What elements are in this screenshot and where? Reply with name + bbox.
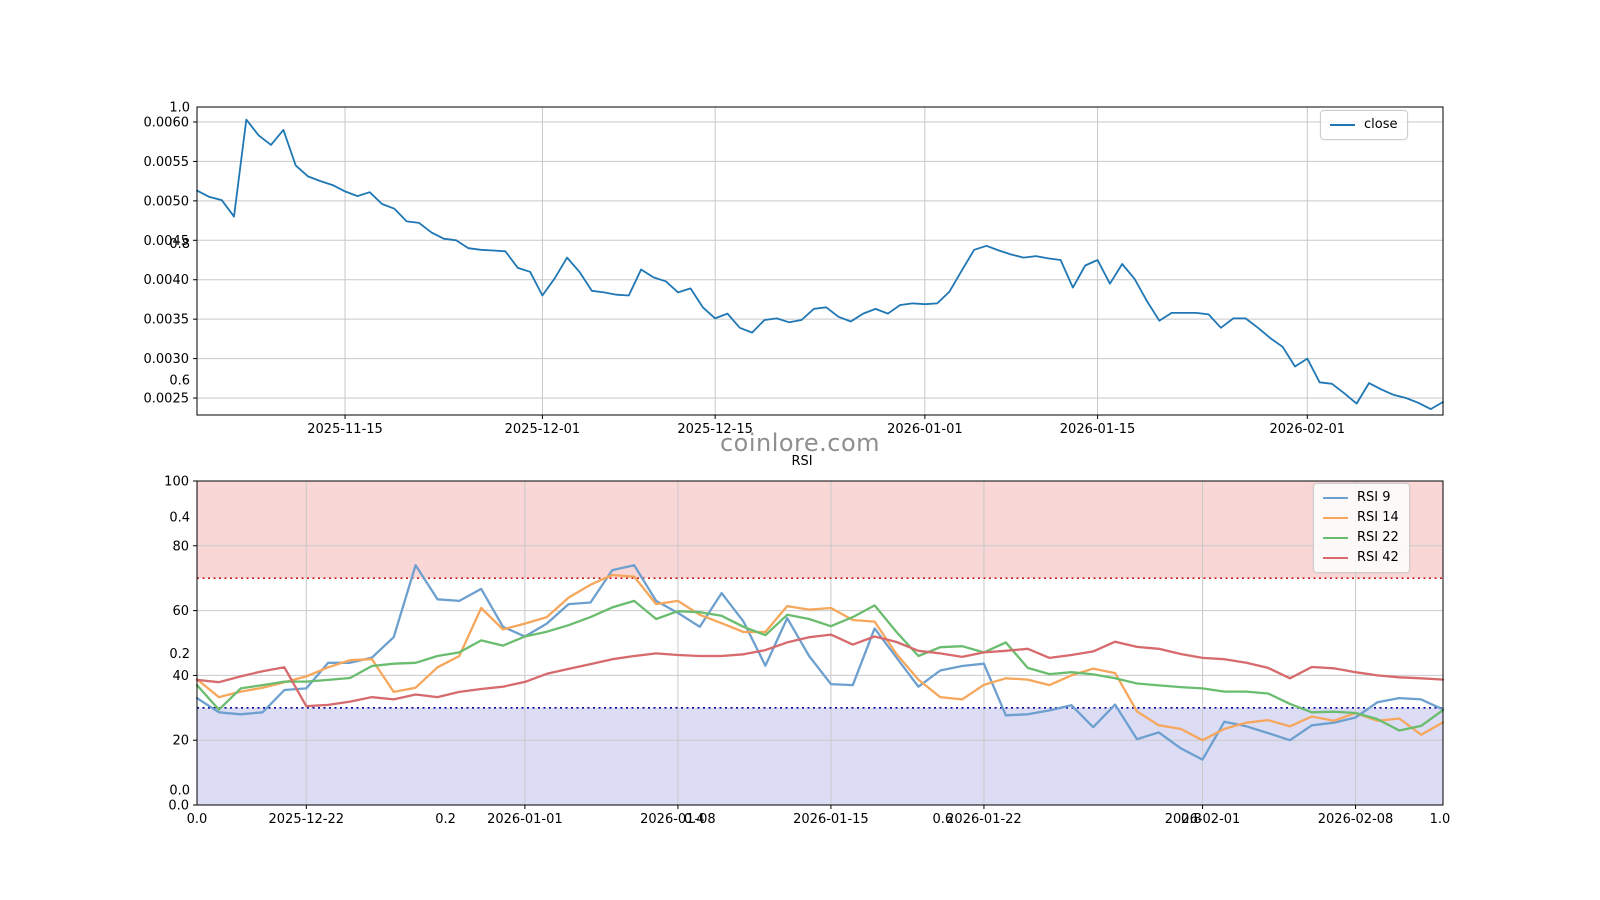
rsi42-legend-entry: RSI 42 xyxy=(1323,548,1399,568)
rsi14-line-swatch xyxy=(1323,517,1348,519)
svg-text:1.0: 1.0 xyxy=(169,101,190,116)
rsi14-legend-label: RSI 14 xyxy=(1357,510,1399,525)
svg-text:0.0: 0.0 xyxy=(168,799,189,814)
rsi42-legend-label: RSI 42 xyxy=(1357,550,1399,565)
svg-text:0.0040: 0.0040 xyxy=(144,273,190,288)
rsi14-legend-entry: RSI 14 xyxy=(1323,508,1399,528)
svg-text:2026-01-01: 2026-01-01 xyxy=(887,422,963,437)
svg-text:0.8: 0.8 xyxy=(1181,812,1202,827)
rsi-legend: RSI 9 RSI 14 RSI 22 RSI 42 xyxy=(1313,483,1410,573)
svg-text:2025-12-01: 2025-12-01 xyxy=(505,422,581,437)
rsi-chart-title: RSI xyxy=(791,454,813,469)
svg-text:2025-12-15: 2025-12-15 xyxy=(677,422,753,437)
svg-text:40: 40 xyxy=(172,669,189,684)
svg-text:0.2: 0.2 xyxy=(169,647,190,662)
svg-text:2026-02-01: 2026-02-01 xyxy=(1270,422,1346,437)
svg-text:60: 60 xyxy=(172,604,189,619)
close-legend-entry: close xyxy=(1330,115,1397,135)
svg-text:2026-01-15: 2026-01-15 xyxy=(1060,422,1136,437)
svg-text:0.4: 0.4 xyxy=(684,812,705,827)
svg-text:2026-01-22: 2026-01-22 xyxy=(946,812,1022,827)
svg-text:0.4: 0.4 xyxy=(169,510,190,525)
close-line-swatch xyxy=(1330,124,1355,126)
rsi22-legend-label: RSI 22 xyxy=(1357,530,1399,545)
svg-text:0.2: 0.2 xyxy=(435,812,456,827)
svg-text:2026-01-15: 2026-01-15 xyxy=(793,812,869,827)
svg-text:0.0: 0.0 xyxy=(169,784,190,799)
rsi22-legend-entry: RSI 22 xyxy=(1323,528,1399,548)
close-legend-label: close xyxy=(1364,117,1398,132)
svg-text:0.0045: 0.0045 xyxy=(144,234,190,249)
svg-text:80: 80 xyxy=(172,539,189,554)
svg-text:0.0055: 0.0055 xyxy=(144,155,190,170)
svg-text:2025-12-22: 2025-12-22 xyxy=(269,812,345,827)
svg-text:0.0050: 0.0050 xyxy=(144,194,190,209)
watermark: coinlore.com xyxy=(719,429,881,457)
rsi42-line-swatch xyxy=(1323,557,1348,559)
svg-text:1.0: 1.0 xyxy=(1430,812,1451,827)
svg-text:2026-02-08: 2026-02-08 xyxy=(1318,812,1394,827)
svg-text:2026-01-01: 2026-01-01 xyxy=(487,812,563,827)
svg-text:0.6: 0.6 xyxy=(169,374,190,389)
rsi22-line-swatch xyxy=(1323,537,1348,539)
svg-text:100: 100 xyxy=(164,475,189,490)
svg-text:0.6: 0.6 xyxy=(932,812,953,827)
svg-text:20: 20 xyxy=(172,734,189,749)
svg-text:0.0: 0.0 xyxy=(187,812,208,827)
svg-text:2026-01-08: 2026-01-08 xyxy=(640,812,716,827)
close-legend: close xyxy=(1320,110,1409,140)
rsi9-legend-entry: RSI 9 xyxy=(1323,488,1399,508)
svg-text:0.0060: 0.0060 xyxy=(144,115,190,130)
svg-text:2026-02-01: 2026-02-01 xyxy=(1165,812,1241,827)
svg-text:0.8: 0.8 xyxy=(169,237,190,252)
rsi9-legend-label: RSI 9 xyxy=(1357,490,1391,505)
svg-text:0.0035: 0.0035 xyxy=(144,313,190,328)
svg-text:2025-11-15: 2025-11-15 xyxy=(307,422,383,437)
svg-text:0.0025: 0.0025 xyxy=(144,392,190,407)
rsi9-line-swatch xyxy=(1323,497,1348,499)
svg-text:0.0030: 0.0030 xyxy=(144,352,190,367)
